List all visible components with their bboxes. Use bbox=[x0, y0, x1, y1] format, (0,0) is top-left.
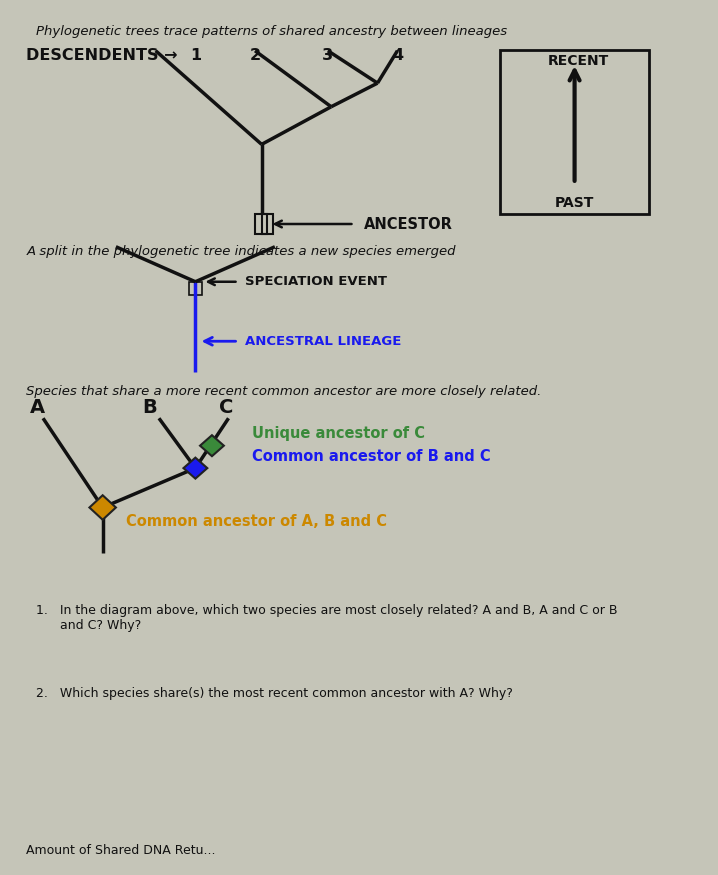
Text: Species that share a more recent common ancestor are more closely related.: Species that share a more recent common … bbox=[27, 385, 542, 398]
Text: 2.   Which species share(s) the most recent common ancestor with A? Why?: 2. Which species share(s) the most recen… bbox=[37, 687, 513, 700]
Polygon shape bbox=[90, 495, 116, 520]
Text: 3: 3 bbox=[322, 48, 333, 63]
Text: ANCESTRAL LINEAGE: ANCESTRAL LINEAGE bbox=[245, 335, 401, 347]
Text: 1.   In the diagram above, which two species are most closely related? A and B, : 1. In the diagram above, which two speci… bbox=[37, 604, 618, 632]
Text: A: A bbox=[30, 397, 45, 416]
Text: A split in the phylogenetic tree indicates a new species emerged: A split in the phylogenetic tree indicat… bbox=[27, 245, 456, 258]
Bar bbox=[256, 214, 266, 234]
Text: Amount of Shared DNA Retu...: Amount of Shared DNA Retu... bbox=[27, 844, 216, 858]
Text: SPECIATION EVENT: SPECIATION EVENT bbox=[245, 276, 387, 288]
Text: Common ancestor of B and C: Common ancestor of B and C bbox=[252, 449, 490, 464]
Bar bbox=[500, 50, 649, 214]
Text: 2: 2 bbox=[249, 48, 261, 63]
Text: Common ancestor of A, B and C: Common ancestor of A, B and C bbox=[126, 514, 387, 529]
Text: DESCENDENTS →: DESCENDENTS → bbox=[27, 48, 178, 63]
Text: Unique ancestor of C: Unique ancestor of C bbox=[252, 426, 424, 441]
Text: Phylogenetic trees trace patterns of shared ancestry between lineages: Phylogenetic trees trace patterns of sha… bbox=[37, 24, 508, 38]
Text: 4: 4 bbox=[392, 48, 403, 63]
Polygon shape bbox=[184, 458, 208, 479]
Bar bbox=[196, 282, 202, 295]
Text: RECENT: RECENT bbox=[547, 54, 609, 68]
Text: PAST: PAST bbox=[555, 196, 595, 210]
Polygon shape bbox=[200, 435, 224, 456]
Text: 1: 1 bbox=[190, 48, 201, 63]
Text: C: C bbox=[218, 397, 233, 416]
Bar bbox=[189, 282, 195, 295]
Text: ANCESTOR: ANCESTOR bbox=[364, 216, 453, 232]
Text: B: B bbox=[142, 397, 157, 416]
Bar bbox=[262, 214, 274, 234]
